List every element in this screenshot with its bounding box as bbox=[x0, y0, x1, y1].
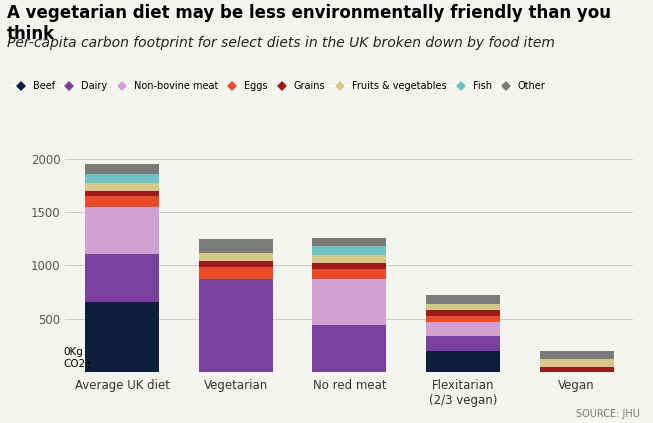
Bar bbox=[199, 279, 273, 372]
Bar bbox=[85, 207, 159, 254]
Bar bbox=[426, 295, 500, 304]
Bar bbox=[539, 351, 614, 359]
Bar bbox=[312, 246, 387, 255]
Bar bbox=[426, 336, 500, 351]
Bar bbox=[85, 191, 159, 196]
Bar bbox=[199, 266, 273, 279]
Bar bbox=[312, 238, 387, 246]
Bar bbox=[312, 325, 387, 372]
Bar bbox=[85, 174, 159, 183]
Bar bbox=[85, 183, 159, 191]
Bar bbox=[85, 302, 159, 372]
Bar bbox=[312, 255, 387, 264]
Text: A vegetarian diet may be less environmentally friendly than you think: A vegetarian diet may be less environmen… bbox=[7, 4, 611, 43]
Bar bbox=[426, 316, 500, 322]
Bar bbox=[539, 359, 614, 367]
Bar bbox=[312, 279, 387, 325]
Bar bbox=[426, 310, 500, 316]
Bar bbox=[426, 351, 500, 372]
Bar bbox=[199, 239, 273, 253]
Text: Per-capita carbon footprint for select diets in the UK broken down by food item: Per-capita carbon footprint for select d… bbox=[7, 36, 554, 50]
Bar bbox=[426, 304, 500, 310]
Legend: Beef, Dairy, Non-bovine meat, Eggs, Grains, Fruits & vegetables, Fish, Other: Beef, Dairy, Non-bovine meat, Eggs, Grai… bbox=[11, 81, 546, 91]
Bar bbox=[199, 253, 273, 261]
Bar bbox=[312, 264, 387, 269]
Bar bbox=[312, 269, 387, 279]
Text: SOURCE: JHU: SOURCE: JHU bbox=[576, 409, 640, 419]
Bar bbox=[539, 367, 614, 372]
Bar bbox=[199, 261, 273, 266]
Bar bbox=[85, 196, 159, 207]
Bar bbox=[426, 322, 500, 336]
Bar bbox=[85, 164, 159, 174]
Text: 0Kg
CO2e: 0Kg CO2e bbox=[63, 347, 91, 369]
Bar bbox=[85, 254, 159, 302]
